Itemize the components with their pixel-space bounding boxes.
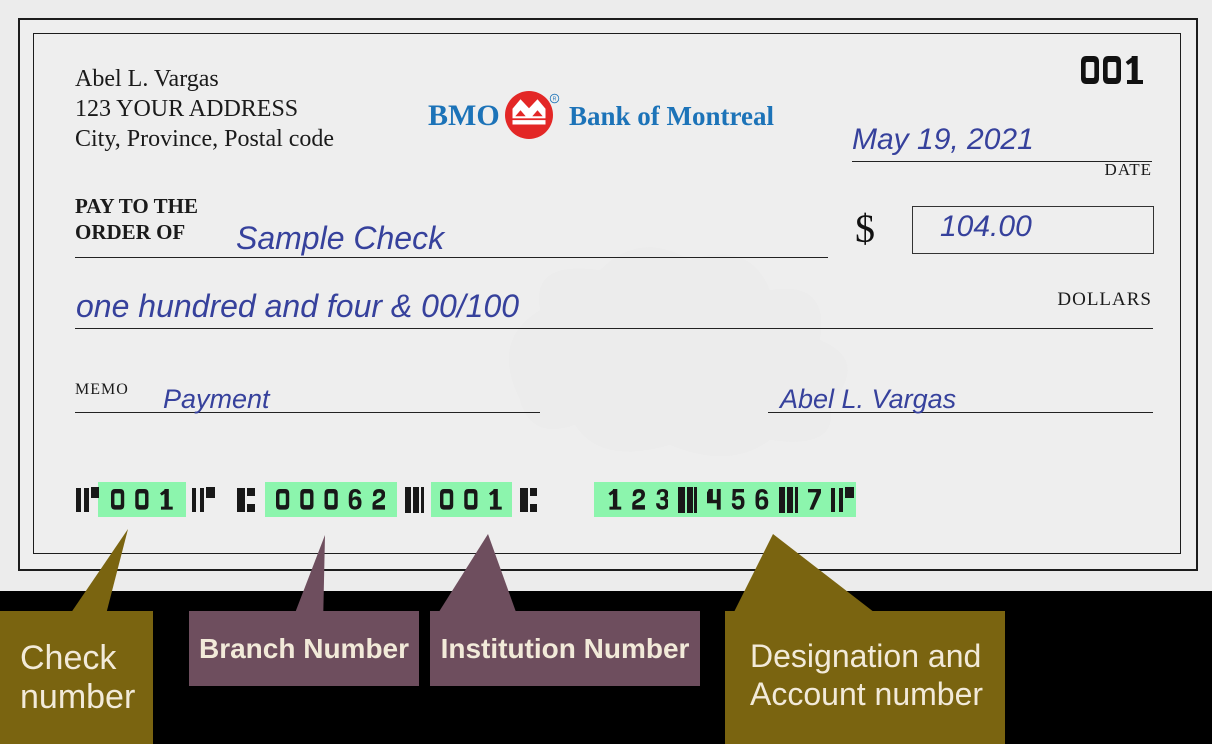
- svg-text:R: R: [553, 96, 557, 102]
- svg-text:Bank of Montreal: Bank of Montreal: [569, 101, 775, 131]
- svg-text:BMO: BMO: [428, 99, 500, 132]
